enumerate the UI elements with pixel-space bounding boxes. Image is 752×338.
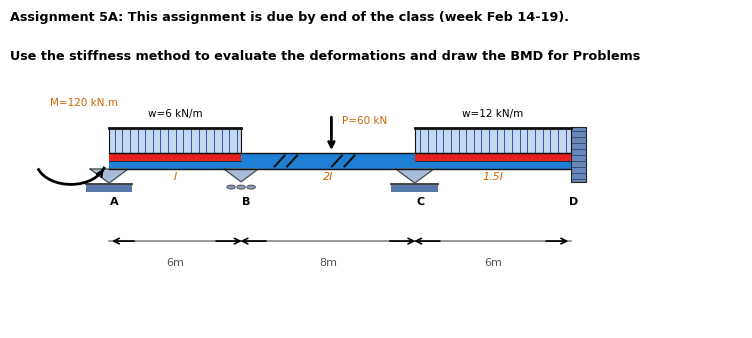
Circle shape xyxy=(227,185,235,189)
Bar xyxy=(415,128,571,153)
Bar xyxy=(571,127,587,183)
Circle shape xyxy=(247,185,256,189)
Text: D: D xyxy=(569,197,578,208)
Polygon shape xyxy=(90,169,128,183)
Circle shape xyxy=(237,185,245,189)
Polygon shape xyxy=(396,169,434,183)
Text: Use the stiffness method to evaluate the deformations and draw the BMD for Probl: Use the stiffness method to evaluate the… xyxy=(10,50,640,63)
Text: C: C xyxy=(417,197,424,208)
Text: 6m: 6m xyxy=(484,258,502,268)
Text: B: B xyxy=(242,197,251,208)
Bar xyxy=(86,184,132,192)
Text: w=12 kN/m: w=12 kN/m xyxy=(462,110,523,119)
Text: 2I: 2I xyxy=(323,172,333,183)
Text: 1.5I: 1.5I xyxy=(483,172,503,183)
Polygon shape xyxy=(224,169,258,182)
Text: P=60 kN: P=60 kN xyxy=(342,116,387,126)
Text: I: I xyxy=(174,172,177,183)
Bar xyxy=(415,153,571,161)
Bar xyxy=(392,184,438,192)
Bar xyxy=(109,128,241,153)
Text: M=120 kN.m: M=120 kN.m xyxy=(50,98,118,108)
Text: Assignment 5A: This assignment is due by end of the class (week Feb 14-19).: Assignment 5A: This assignment is due by… xyxy=(10,11,569,24)
Bar xyxy=(109,153,241,161)
Text: 8m: 8m xyxy=(319,258,337,268)
Text: w=6 kN/m: w=6 kN/m xyxy=(148,110,202,119)
Text: 6m: 6m xyxy=(166,258,184,268)
Text: A: A xyxy=(111,197,119,208)
Bar xyxy=(109,153,571,169)
